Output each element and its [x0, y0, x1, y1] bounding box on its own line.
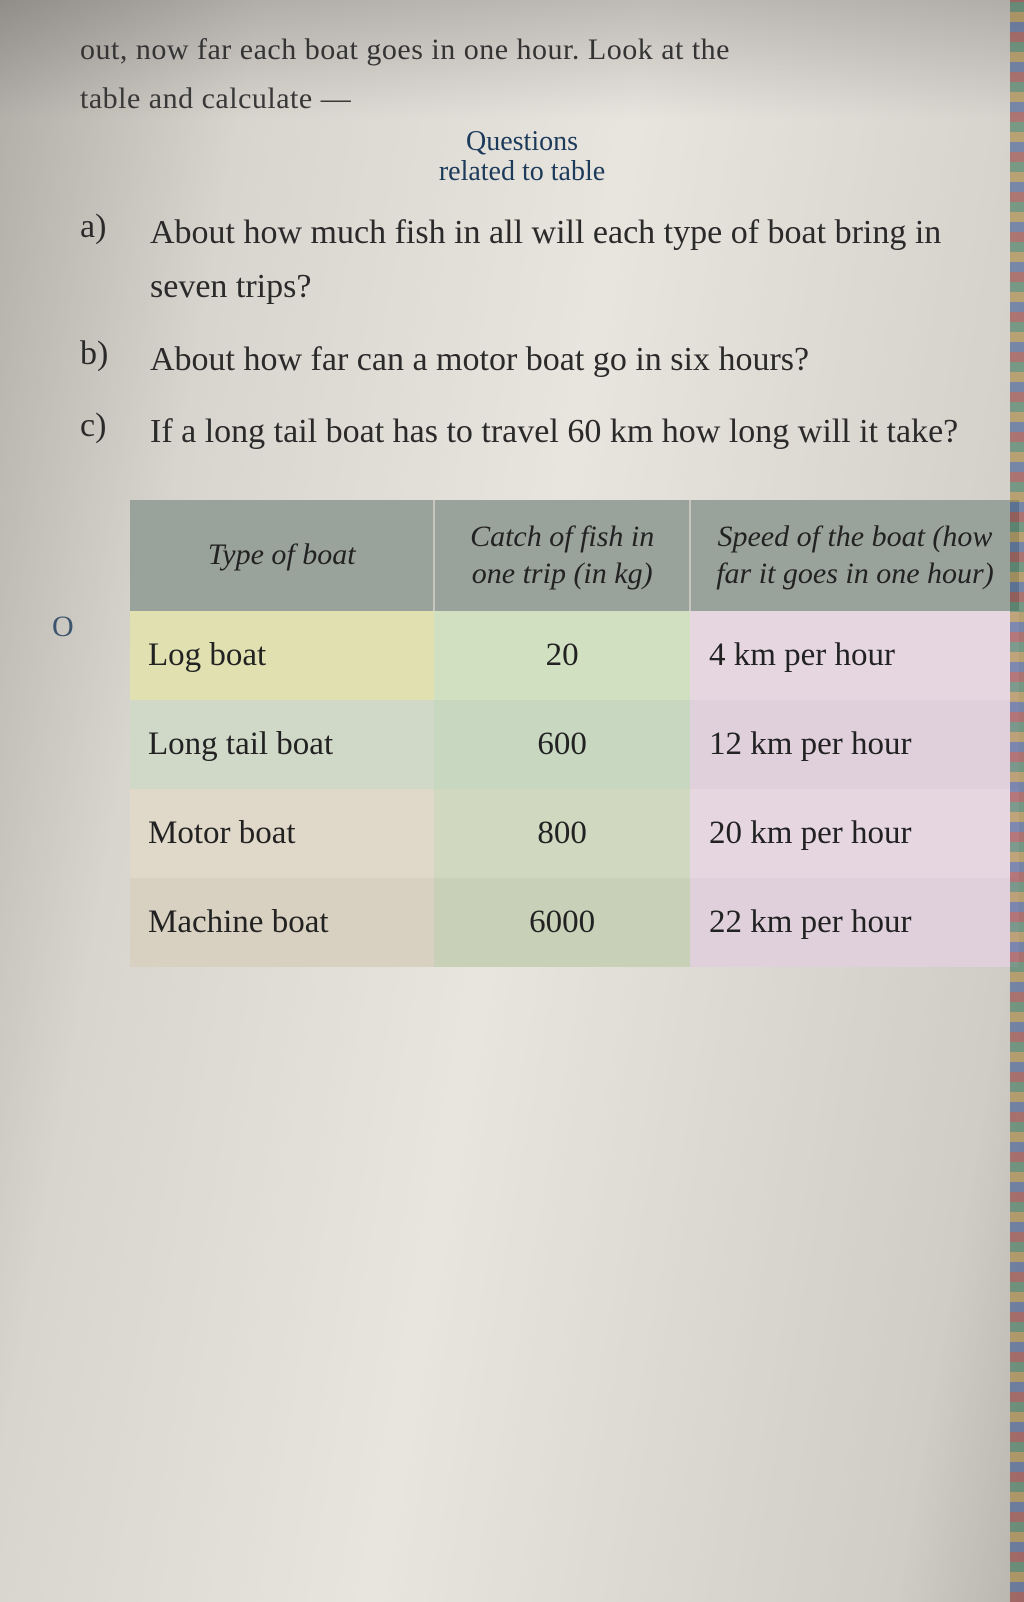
- table-row: Machine boat 6000 22 km per hour: [130, 878, 1019, 967]
- cell-type: Log boat: [130, 611, 434, 700]
- textbook-page: out, now far each boat goes in one hour.…: [0, 0, 1024, 1602]
- cell-catch: 800: [434, 789, 690, 878]
- question-label: b): [80, 333, 150, 373]
- cell-catch: 6000: [434, 878, 690, 967]
- handwriting-questions: Questions: [80, 126, 964, 158]
- cell-speed: 12 km per hour: [690, 700, 1019, 789]
- book-page-edge: [1010, 0, 1024, 1602]
- question-text: If a long tail boat has to travel 60 km …: [150, 405, 958, 459]
- question-label: c): [80, 405, 150, 445]
- table-row: Long tail boat 600 12 km per hour: [130, 700, 1019, 789]
- cell-speed: 20 km per hour: [690, 789, 1019, 878]
- pen-circle-mark: O: [52, 610, 74, 644]
- question-text: About how far can a motor boat go in six…: [150, 333, 809, 387]
- header-speed: Speed of the boat (how far it goes in on…: [690, 500, 1019, 611]
- cell-catch: 600: [434, 700, 690, 789]
- table-header-row: Type of boat Catch of fish in one trip (…: [130, 500, 1019, 611]
- table-row: Log boat 20 4 km per hour: [130, 611, 1019, 700]
- cell-type: Machine boat: [130, 878, 434, 967]
- handwriting-related: related to table: [80, 156, 964, 188]
- question-c: c) If a long tail boat has to travel 60 …: [80, 405, 964, 459]
- question-a: a) About how much fish in all will each …: [80, 206, 964, 315]
- intro-line-2: table and calculate —: [80, 79, 964, 118]
- question-b: b) About how far can a motor boat go in …: [80, 333, 964, 387]
- cell-catch: 20: [434, 611, 690, 700]
- cell-speed: 4 km per hour: [690, 611, 1019, 700]
- question-text: About how much fish in all will each typ…: [150, 206, 964, 315]
- question-list: a) About how much fish in all will each …: [80, 206, 964, 460]
- question-label: a): [80, 206, 150, 246]
- header-type: Type of boat: [130, 500, 434, 611]
- cell-type: Long tail boat: [130, 700, 434, 789]
- cell-type: Motor boat: [130, 789, 434, 878]
- cell-speed: 22 km per hour: [690, 878, 1019, 967]
- intro-line-1: out, now far each boat goes in one hour.…: [80, 30, 964, 69]
- table-row: Motor boat 800 20 km per hour: [130, 789, 1019, 878]
- header-catch: Catch of fish in one trip (in kg): [434, 500, 690, 611]
- boat-table: Type of boat Catch of fish in one trip (…: [130, 500, 1020, 967]
